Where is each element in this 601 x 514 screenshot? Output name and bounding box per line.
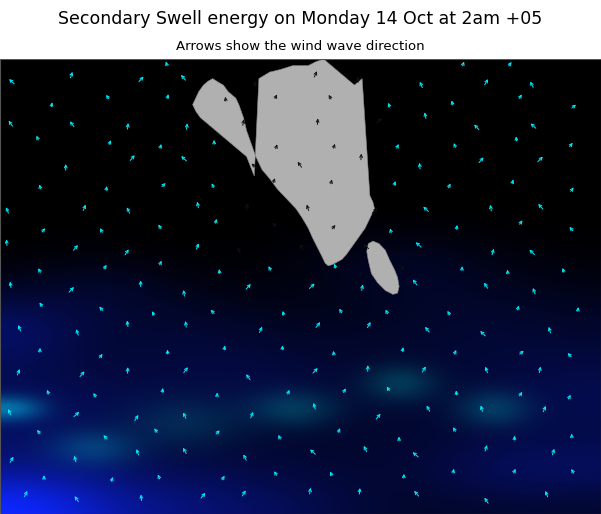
Polygon shape: [193, 59, 374, 266]
Polygon shape: [367, 241, 399, 295]
Text: Secondary Swell energy on Monday 14 Oct at 2am +05: Secondary Swell energy on Monday 14 Oct …: [58, 10, 543, 28]
Text: Arrows show the wind wave direction: Arrows show the wind wave direction: [176, 40, 425, 52]
